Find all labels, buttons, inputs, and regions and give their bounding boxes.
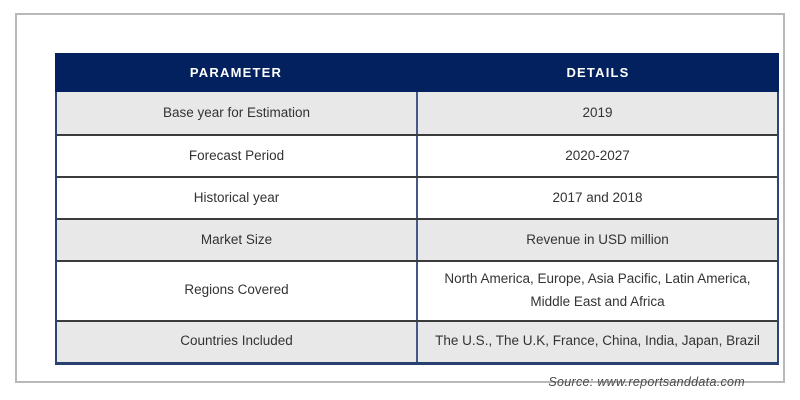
table-row: Historical year 2017 and 2018 xyxy=(57,176,777,218)
source-credit: Source: www.reportsanddata.com xyxy=(548,375,745,389)
table-row: Forecast Period 2020-2027 xyxy=(57,134,777,176)
header-cell-details: DETAILS xyxy=(566,65,630,80)
report-scope-card: PARAMETER DETAILS Base year for Estimati… xyxy=(15,13,785,389)
cell-details: North America, Europe, Asia Pacific, Lat… xyxy=(444,271,751,309)
cell-details: The U.S., The U.K, France, China, India,… xyxy=(435,333,760,349)
table-row: Base year for Estimation 2019 xyxy=(57,92,777,134)
cell-parameter: Base year for Estimation xyxy=(57,92,418,134)
table-row: Market Size Revenue in USD million xyxy=(57,218,777,260)
cell-details: 2017 and 2018 xyxy=(552,189,643,205)
table-header-row: PARAMETER DETAILS xyxy=(55,53,779,92)
cell-details: 2020-2027 xyxy=(565,147,630,163)
cell-parameter: Forecast Period xyxy=(57,136,418,176)
cell-parameter: Countries Included xyxy=(57,321,418,362)
table-row: Regions Covered North America, Europe, A… xyxy=(57,260,777,320)
cell-details: 2019 xyxy=(582,104,613,120)
header-cell-parameter: PARAMETER xyxy=(189,65,283,80)
table-body: Base year for Estimation 2019 Forecast P… xyxy=(55,92,779,365)
report-scope-table: PARAMETER DETAILS Base year for Estimati… xyxy=(55,53,779,365)
cell-details: Revenue in USD million xyxy=(526,231,669,247)
cell-parameter: Historical year xyxy=(57,178,418,218)
table-row: Countries Included The U.S., The U.K, Fr… xyxy=(57,319,777,362)
cell-parameter: Regions Covered xyxy=(57,262,418,320)
cell-parameter: Market Size xyxy=(57,220,418,260)
